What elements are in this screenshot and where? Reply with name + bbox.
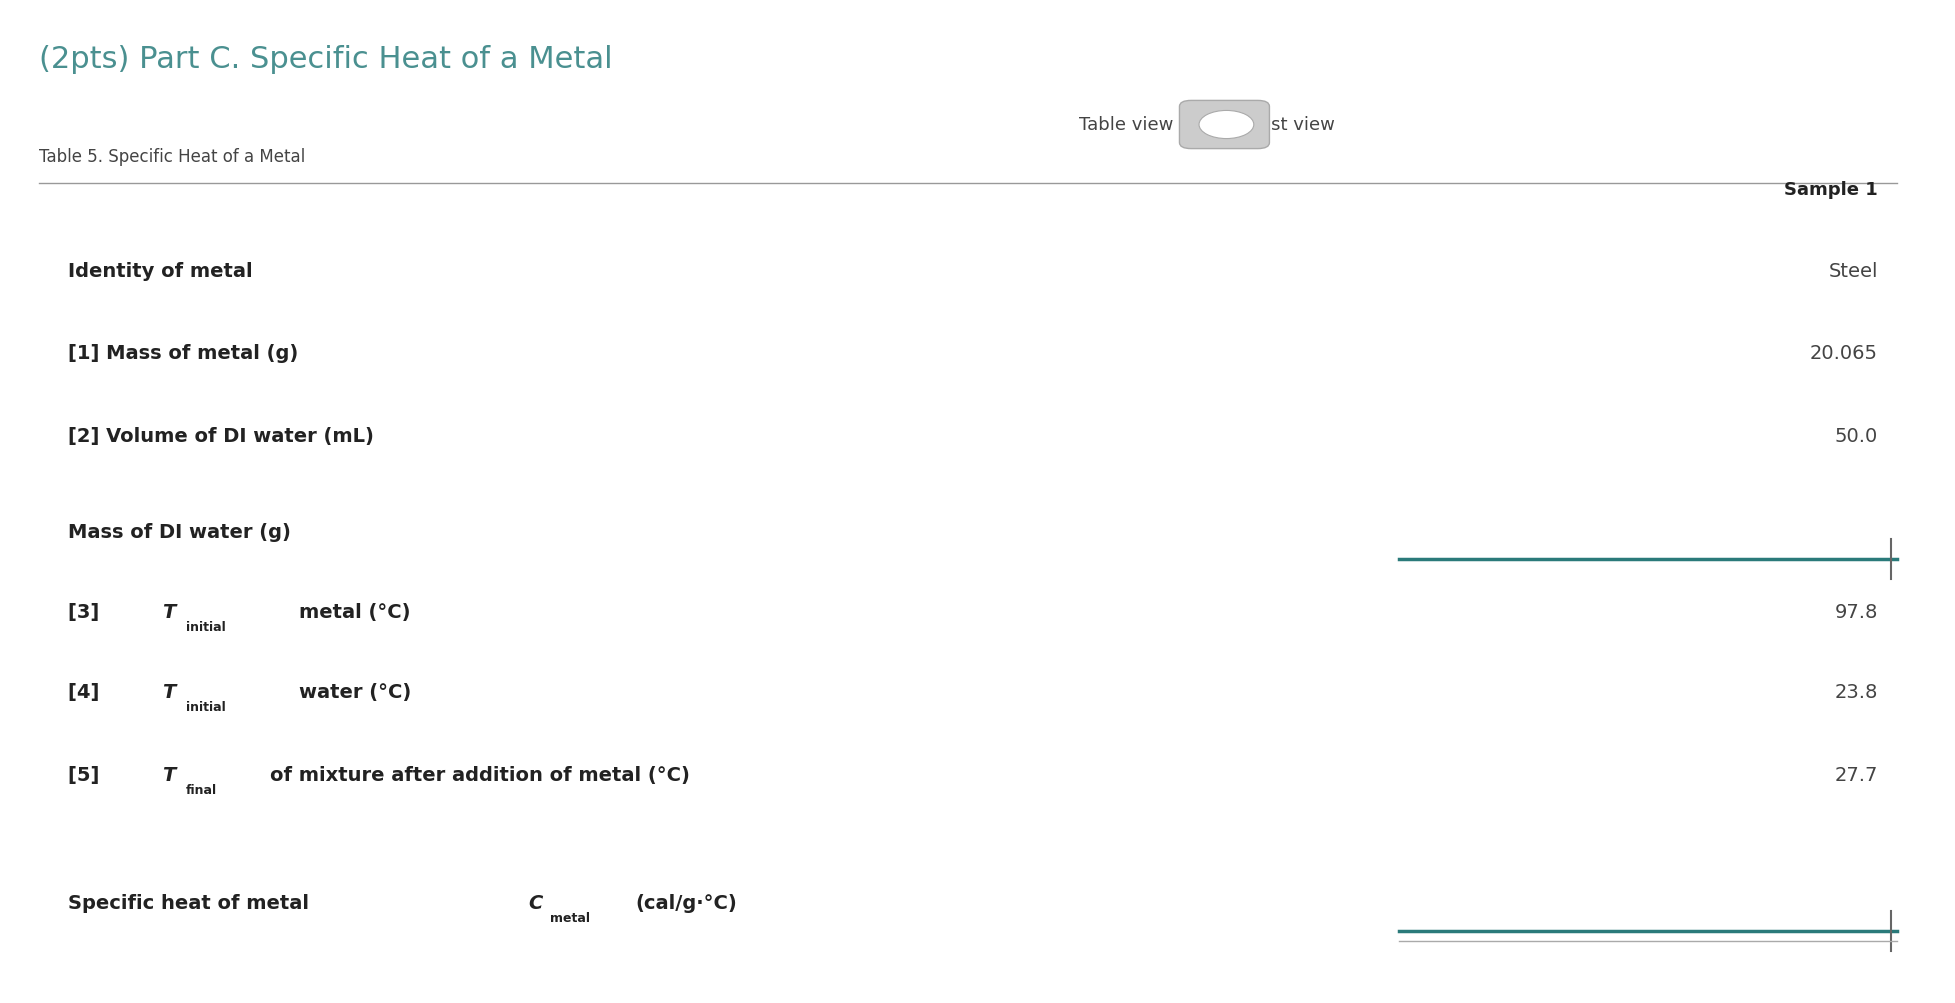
Text: T: T [162, 683, 176, 701]
Text: List view: List view [1255, 116, 1333, 134]
Text: Table view: Table view [1079, 116, 1173, 134]
Text: initial: initial [186, 621, 225, 633]
Text: 97.8: 97.8 [1834, 603, 1877, 621]
Text: initial: initial [186, 701, 225, 713]
Text: 50.0: 50.0 [1834, 427, 1877, 445]
Text: [5]: [5] [68, 765, 106, 783]
Text: final: final [186, 783, 217, 795]
Text: T: T [162, 603, 176, 621]
Text: Identity of metal: Identity of metal [68, 262, 252, 280]
Text: 20.065: 20.065 [1808, 344, 1877, 362]
Text: (cal/g·°C): (cal/g·°C) [635, 894, 737, 912]
Text: metal (°C): metal (°C) [299, 603, 411, 621]
Text: [2] Volume of DI water (mL): [2] Volume of DI water (mL) [68, 427, 373, 445]
Text: Specific heat of metal: Specific heat of metal [68, 894, 317, 912]
Text: of mixture after addition of metal (°C): of mixture after addition of metal (°C) [270, 765, 690, 783]
Text: Sample 1: Sample 1 [1783, 181, 1877, 199]
Text: metal: metal [549, 912, 588, 924]
Text: (2pts) Part C. Specific Heat of a Metal: (2pts) Part C. Specific Heat of a Metal [39, 45, 612, 74]
Text: Table 5. Specific Heat of a Metal: Table 5. Specific Heat of a Metal [39, 147, 305, 165]
Text: 27.7: 27.7 [1834, 765, 1877, 783]
Text: T: T [162, 765, 176, 783]
Text: Mass of DI water (g): Mass of DI water (g) [68, 523, 291, 541]
Text: water (°C): water (°C) [299, 683, 411, 701]
Text: [1] Mass of metal (g): [1] Mass of metal (g) [68, 344, 299, 362]
FancyBboxPatch shape [1179, 101, 1269, 149]
Text: [3]: [3] [68, 603, 106, 621]
Ellipse shape [1198, 111, 1253, 139]
Text: C: C [528, 894, 542, 912]
Text: 23.8: 23.8 [1834, 683, 1877, 701]
Text: Steel: Steel [1828, 262, 1877, 280]
Text: [4]: [4] [68, 683, 106, 701]
